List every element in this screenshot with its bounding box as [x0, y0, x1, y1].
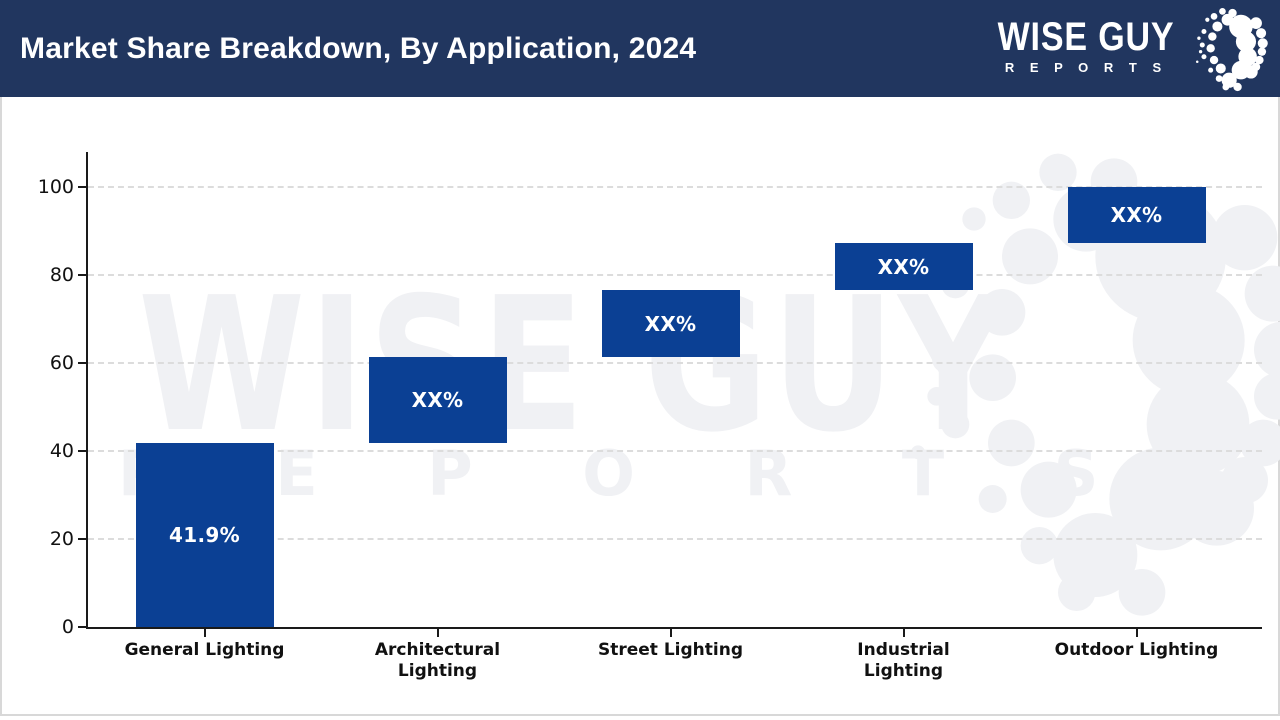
bar: XX%: [834, 243, 973, 291]
y-tick-label: 60: [49, 352, 74, 375]
bar: 41.9%: [135, 442, 274, 627]
x-category-label: Architectural Lighting: [374, 640, 501, 681]
x-category-label: Outdoor Lighting: [1054, 640, 1219, 660]
y-tick-label: 40: [49, 440, 74, 463]
x-category-label: Street Lighting: [597, 640, 743, 660]
x-axis-tick: [436, 629, 439, 637]
grid-line: [88, 274, 1262, 277]
wiseguy-subword: R E P O R T S: [1004, 60, 1168, 75]
y-axis-tick: [78, 274, 86, 277]
grid-line: [88, 538, 1262, 541]
y-tick-label: 80: [49, 264, 74, 287]
y-axis-tick: [78, 186, 86, 189]
page-title: Market Share Breakdown, By Application, …: [20, 31, 697, 65]
bar-value-label: XX%: [1110, 203, 1163, 228]
bar: XX%: [1067, 187, 1206, 244]
y-axis-tick: [78, 626, 86, 628]
watermark-wordmark: WISE GUY: [138, 257, 1012, 473]
bar: XX%: [368, 357, 507, 443]
y-axis-tick: [78, 538, 86, 541]
y-axis-tick: [78, 450, 86, 453]
bar-value-label: 41.9%: [169, 522, 240, 547]
wiseguy-logo: WISE GUY R E P O R T S: [998, 6, 1268, 92]
x-category-label: General Lighting: [124, 640, 285, 660]
bar-value-label: XX%: [877, 254, 930, 279]
y-axis-tick: [78, 362, 86, 365]
wiseguy-wordmark: WISE GUY: [997, 15, 1175, 59]
x-axis-tick: [669, 629, 672, 637]
header-bar: Market Share Breakdown, By Application, …: [0, 0, 1280, 97]
watermark-subword: R E P O R T S: [118, 437, 1143, 510]
grid-line: [88, 450, 1262, 453]
x-axis-line: [86, 627, 1262, 629]
grid-line: [88, 186, 1262, 189]
grid-line: [88, 362, 1262, 365]
bar-value-label: XX%: [411, 388, 464, 413]
x-axis-tick: [203, 629, 206, 637]
x-category-label: Industrial Lighting: [857, 640, 950, 681]
y-tick-label: 20: [49, 528, 74, 551]
y-axis-line: [86, 152, 88, 629]
wiseguy-logo-text: WISE GUY R E P O R T S: [982, 16, 1190, 75]
wiseguy-head-icon: [1195, 8, 1268, 92]
bar-value-label: XX%: [644, 311, 697, 336]
y-tick-label: 100: [37, 176, 74, 199]
y-tick-label: 0: [61, 616, 74, 638]
x-axis-tick: [902, 629, 905, 637]
bar: XX%: [601, 290, 740, 358]
x-axis-tick: [1135, 629, 1138, 637]
